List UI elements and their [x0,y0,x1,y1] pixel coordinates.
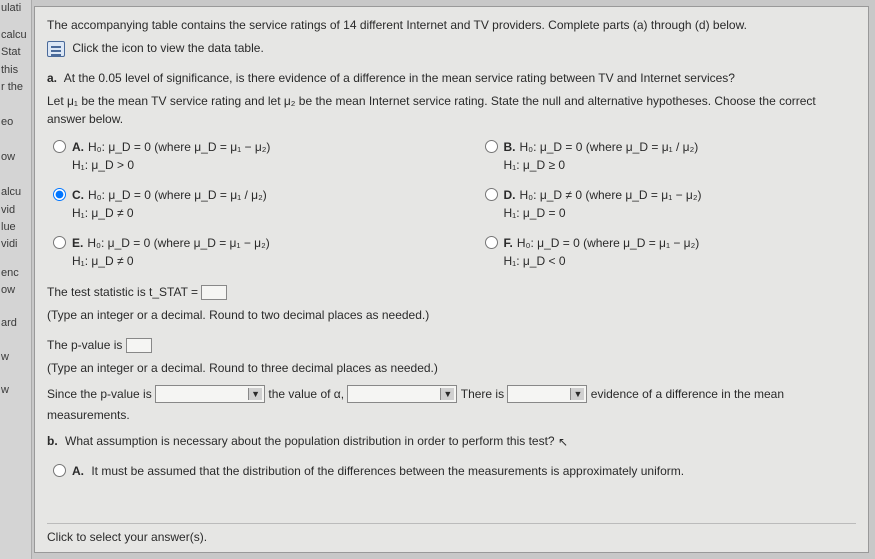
intro-text: The accompanying table contains the serv… [47,17,856,34]
radio-b[interactable] [485,140,498,153]
left-tab-strip: ulati calcu Stat this r the eo ow alcu v… [0,0,32,559]
radio-f[interactable] [485,236,498,249]
tab-fragment: w [0,382,31,399]
radio-c[interactable] [53,188,66,201]
tab-fragment: lue [0,219,31,236]
part-b-text: What assumption is necessary about the p… [65,434,555,448]
pvalue-label: The p-value is [47,338,126,352]
data-table-hint: Click the icon to view the data table. [72,41,263,55]
decision-dropdown[interactable]: ▼ [347,385,457,403]
tab-fragment: ulati [0,0,31,17]
test-stat-label: The test statistic is t_STAT = [47,285,201,299]
part-a-text: At the 0.05 level of significance, is th… [64,71,735,85]
tab-fragment: w [0,349,31,366]
tab-fragment: vid [0,202,31,219]
part-b-option-a[interactable]: A. It must be assumed that the distribut… [53,462,856,480]
radio-d[interactable] [485,188,498,201]
part-b-label: b. [47,434,58,448]
tab-fragment: ow [0,282,31,299]
question-panel: The accompanying table contains the serv… [34,6,869,553]
tab-fragment: ard [0,315,31,332]
pvalue-hint: (Type an integer or a decimal. Round to … [47,360,856,377]
hypothesis-choices: A.H₀: μ_D = 0 (where μ_D = μ₁ − μ₂) H₁: … [53,138,856,270]
test-statistic-row: The test statistic is t_STAT = [47,284,856,301]
chevron-down-icon: ▼ [440,388,454,400]
tab-fragment: this [0,62,31,79]
part-a-prompt: a. At the 0.05 level of significance, is… [47,70,856,87]
radio-e[interactable] [53,236,66,249]
compare-dropdown[interactable]: ▼ [155,385,265,403]
option-c[interactable]: C.H₀: μ_D = 0 (where μ_D = μ₁ / μ₂) H₁: … [53,186,425,222]
footer-hint: Click to select your answer(s). [47,523,856,544]
radio-b-a[interactable] [53,464,66,477]
pvalue-row: The p-value is [47,337,856,354]
tab-fragment: r the [0,79,31,96]
test-stat-hint: (Type an integer or a decimal. Round to … [47,307,856,324]
conclusion-sentence: Since the p-value is ▼ the value of α, ▼… [47,384,856,427]
chevron-down-icon: ▼ [570,388,584,400]
tab-fragment: eo [0,114,31,131]
table-icon[interactable] [47,41,65,57]
option-a[interactable]: A.H₀: μ_D = 0 (where μ_D = μ₁ − μ₂) H₁: … [53,138,425,174]
part-a-label: a. [47,71,57,85]
part-a-setup: Let μ₁ be the mean TV service rating and… [47,93,856,128]
tab-fragment: ow [0,149,31,166]
option-f[interactable]: F.H₀: μ_D = 0 (where μ_D = μ₁ − μ₂) H₁: … [485,234,857,270]
pvalue-input[interactable] [126,338,152,353]
tab-fragment: enc [0,265,31,282]
test-stat-input[interactable] [201,285,227,300]
option-e[interactable]: E.H₀: μ_D = 0 (where μ_D = μ₁ − μ₂) H₁: … [53,234,425,270]
tab-fragment: Stat [0,44,31,61]
evidence-dropdown[interactable]: ▼ [507,385,587,403]
cursor-icon: ↖ [558,434,568,451]
tab-fragment: vidi [0,236,31,253]
data-table-row: Click the icon to view the data table. [47,40,856,57]
tab-fragment: calcu [0,27,31,44]
option-b[interactable]: B.H₀: μ_D = 0 (where μ_D = μ₁ / μ₂) H₁: … [485,138,857,174]
tab-fragment: alcu [0,184,31,201]
part-b-prompt: b. What assumption is necessary about th… [47,433,856,450]
radio-a[interactable] [53,140,66,153]
chevron-down-icon: ▼ [248,388,262,400]
option-d[interactable]: D.H₀: μ_D ≠ 0 (where μ_D = μ₁ − μ₂) H₁: … [485,186,857,222]
